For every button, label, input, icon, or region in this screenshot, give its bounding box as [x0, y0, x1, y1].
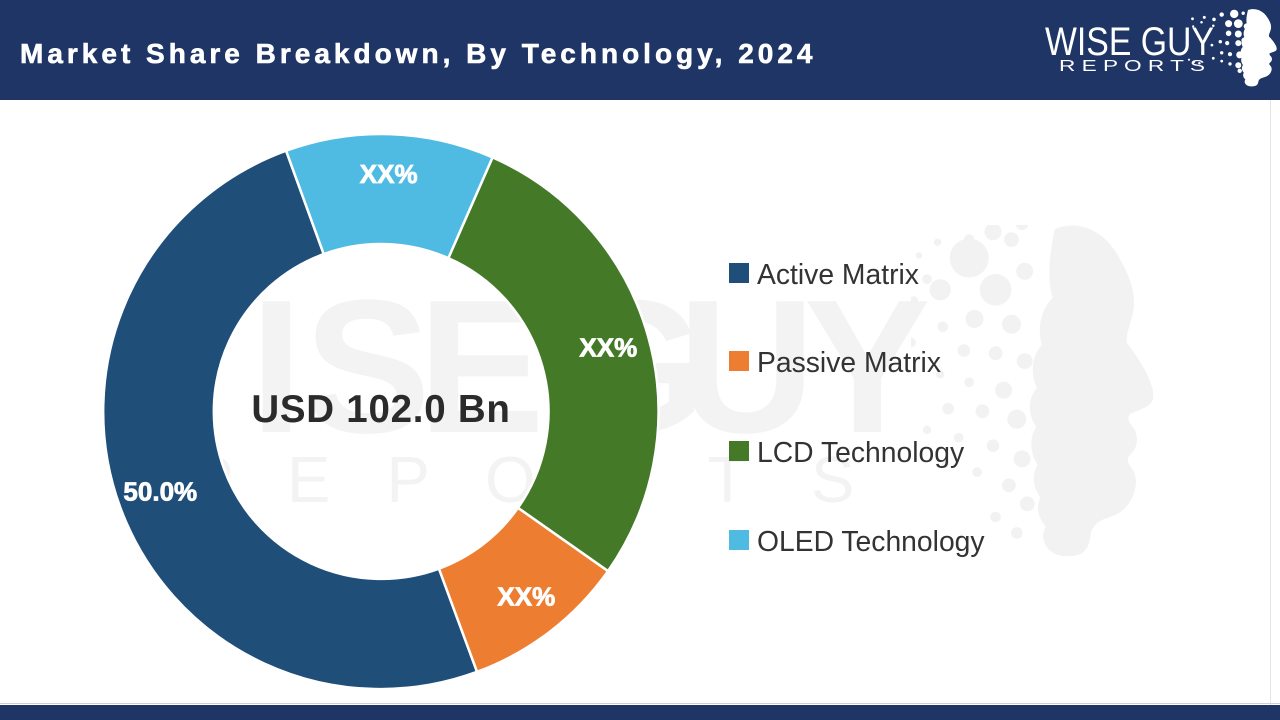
svg-text:XX%: XX%: [579, 333, 637, 363]
svg-text:50.0%: 50.0%: [123, 476, 197, 506]
svg-text:XX%: XX%: [360, 159, 418, 189]
svg-text:R E P O R T S: R E P O R T S: [1059, 58, 1205, 75]
svg-text:WISE GUY: WISE GUY: [1045, 20, 1214, 64]
svg-text:XX%: XX%: [497, 582, 555, 612]
